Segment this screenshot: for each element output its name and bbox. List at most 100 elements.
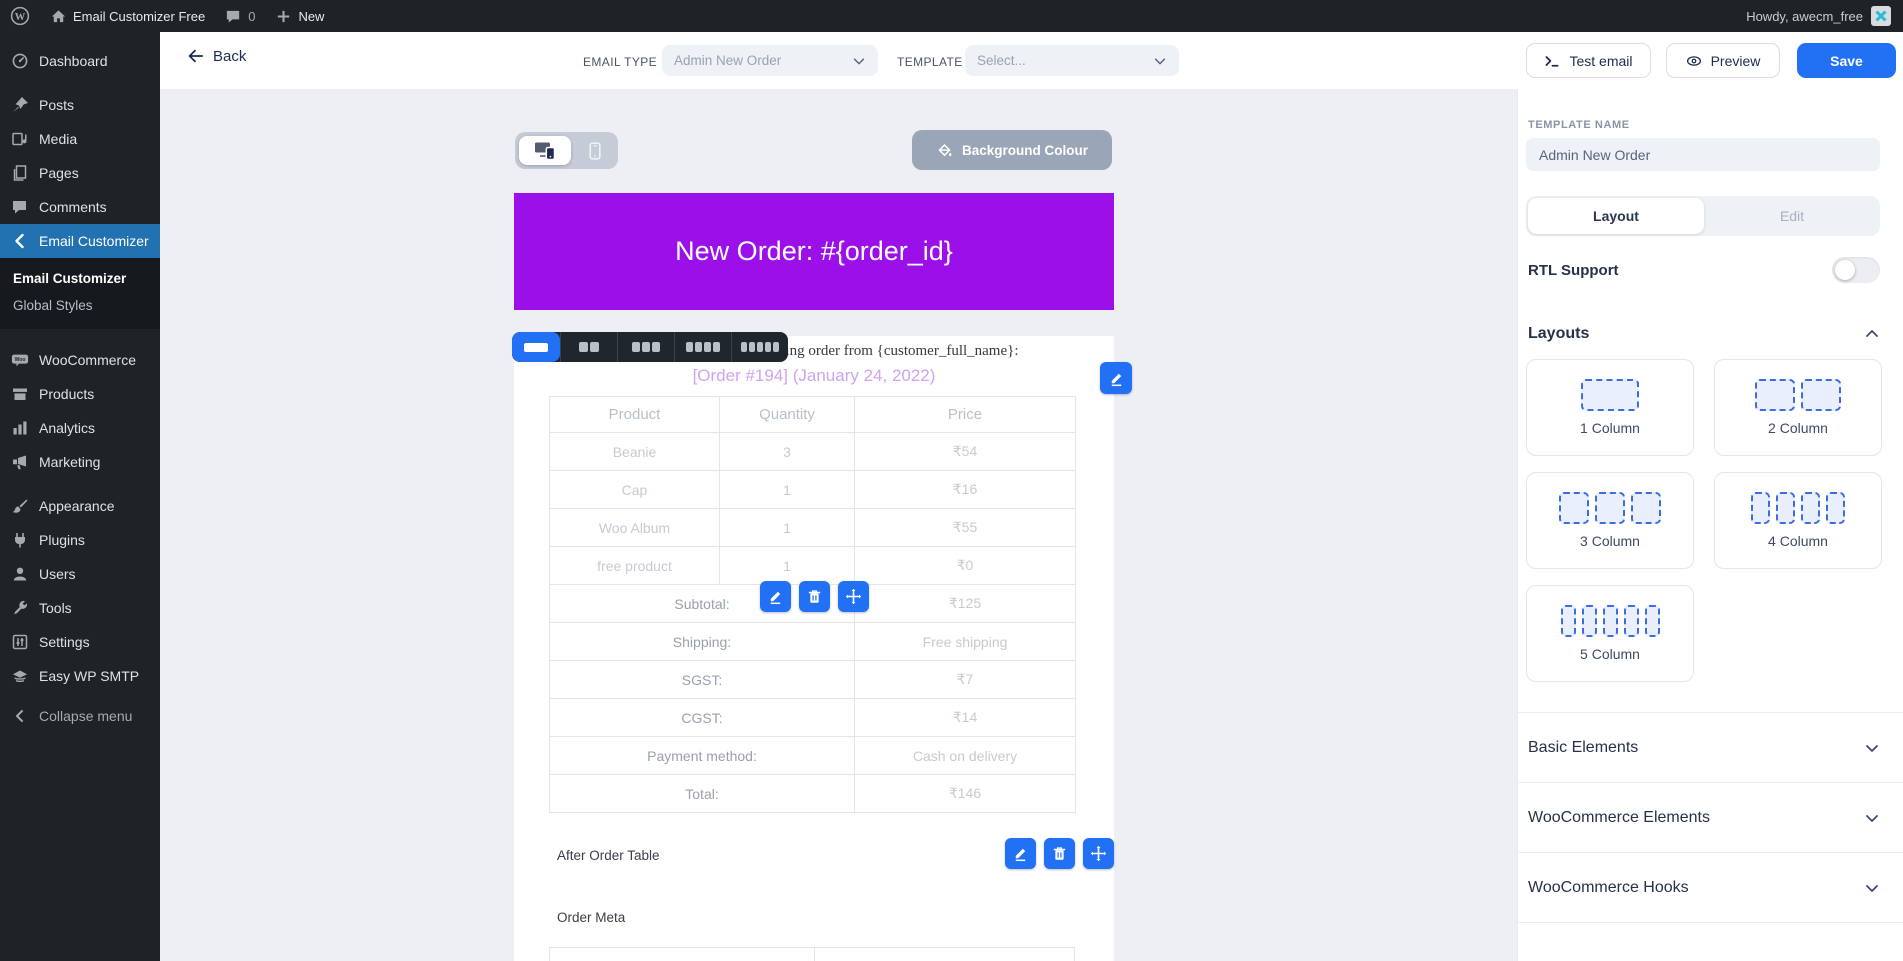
edit-button[interactable] (760, 581, 791, 612)
email-header-block[interactable]: New Order: #{order_id} (514, 193, 1114, 310)
column-dash (632, 342, 640, 352)
sidebar-item-comments[interactable]: Comments (0, 190, 160, 224)
site-name-link[interactable]: Email Customizer Free (40, 0, 215, 32)
sidebar-item-plugins[interactable]: Plugins (0, 523, 160, 557)
sidebar-item-analytics[interactable]: Analytics (0, 411, 160, 445)
sidebar-item-label: Email Customizer (39, 233, 149, 249)
desktop-view-button[interactable] (519, 136, 571, 165)
order-meta-block[interactable]: Order Meta (557, 910, 626, 925)
toggle-knob (1835, 260, 1855, 280)
save-button[interactable]: Save (1797, 43, 1896, 78)
section-woocommerce-hooks[interactable]: WooCommerce Hooks (1518, 852, 1903, 922)
layout-option-5-column[interactable]: 5 Column (1526, 585, 1694, 682)
sidebar-item-appearance[interactable]: Appearance (0, 489, 160, 523)
sidebar-item-settings[interactable]: Settings (0, 625, 160, 659)
layout-option-4-column[interactable]: 4 Column (1714, 472, 1882, 569)
layout-option-2-column[interactable]: 2 Column (1714, 359, 1882, 456)
sidebar-item-marketing[interactable]: Marketing (0, 445, 160, 479)
sidebar-item-easy-wp-smtp[interactable]: Easy WP SMTP (0, 659, 160, 693)
eye-icon (1686, 53, 1702, 69)
after-order-table-block[interactable]: After Order Table (557, 848, 660, 863)
delete-button[interactable] (1044, 838, 1075, 869)
chevron-down-icon (1864, 810, 1880, 826)
section-basic-elements[interactable]: Basic Elements (1518, 712, 1903, 782)
layout-option-1-column[interactable]: 1 Column (1526, 359, 1694, 456)
sidebar-item-products[interactable]: Products (0, 377, 160, 411)
layout-option-label: 5 Column (1580, 646, 1640, 662)
test-email-label: Test email (1569, 52, 1633, 69)
layout-column-box (1801, 492, 1820, 524)
sidebar-item-collapse-menu[interactable]: Collapse menu (0, 699, 160, 733)
sidebar-item-users[interactable]: Users (0, 557, 160, 591)
move-button[interactable] (1083, 838, 1114, 869)
column-option-4[interactable] (674, 332, 731, 362)
media-icon (11, 130, 29, 148)
layout-options-grid: 1 Column 2 Column 3 Column 4 Column 5 Column (1526, 359, 1886, 682)
table-row: free product 1 ₹0 (549, 546, 1076, 585)
email-type-select[interactable]: Admin New Order (662, 45, 878, 76)
product-cell: Woo Album (549, 508, 720, 547)
background-colour-button[interactable]: Background Colour (912, 130, 1112, 170)
rtl-support-toggle[interactable] (1832, 257, 1880, 283)
layouts-section-header[interactable]: Layouts (1528, 325, 1880, 343)
new-label: New (298, 8, 325, 24)
submenu-item[interactable]: Global Styles (13, 298, 93, 313)
after-table-actions (1005, 838, 1114, 869)
order-meta-table (549, 947, 1075, 961)
panel-tabs: Layout Edit (1526, 196, 1880, 236)
quantity-cell: 1 (719, 546, 855, 585)
edit-block-button[interactable] (1100, 362, 1132, 394)
preview-button[interactable]: Preview (1666, 43, 1780, 78)
layout-preview (1755, 379, 1841, 411)
column-option-2[interactable] (560, 332, 617, 362)
tab-edit[interactable]: Edit (1779, 208, 1805, 224)
template-name-input[interactable] (1526, 138, 1880, 171)
edit-button[interactable] (1005, 838, 1036, 869)
layout-column-box (1623, 605, 1639, 637)
wordpress-logo-button[interactable]: W (0, 0, 40, 32)
admin-bar-account[interactable]: Howdy, awecm_free (1746, 6, 1903, 26)
move-icon (1090, 845, 1107, 862)
comment-bubble-icon (225, 8, 242, 25)
sidebar-item-tools[interactable]: Tools (0, 591, 160, 625)
layout-option-3-column[interactable]: 3 Column (1526, 472, 1694, 569)
device-preview-toggle (515, 132, 618, 169)
new-content-button[interactable]: New (265, 0, 334, 32)
sidebar-item-posts[interactable]: Posts (0, 88, 160, 122)
sidebar-item-email-customizer[interactable]: Email Customizer (0, 224, 160, 258)
sidebar-item-label: Media (39, 131, 78, 147)
sidebar-item-media[interactable]: Media (0, 122, 160, 156)
submenu-item[interactable]: Email Customizer (13, 271, 127, 286)
column-option-1[interactable] (512, 332, 560, 362)
sidebar-item-woocommerce[interactable]: Woo WooCommerce (0, 343, 160, 377)
layout-column-box (1631, 492, 1661, 524)
layout-preview (1559, 492, 1661, 524)
comments-link[interactable]: 0 (215, 0, 265, 32)
delete-button[interactable] (799, 581, 830, 612)
mobile-view-button[interactable] (571, 132, 618, 169)
sidebar-item-label: Posts (39, 97, 75, 113)
pencil-icon (767, 588, 784, 605)
section-woocommerce-elements[interactable]: WooCommerce Elements (1518, 782, 1903, 852)
column-dash (524, 342, 548, 352)
template-select[interactable]: Select... (965, 45, 1179, 76)
order-table-head: Product Quantity Price (549, 396, 1076, 433)
layout-option-label: 3 Column (1580, 533, 1640, 549)
price-cell: ₹0 (854, 546, 1076, 585)
order-table-body: Beanie 3 ₹54 Cap 1 ₹16 Woo Album 1 ₹55 free produ… (549, 432, 1076, 813)
trash-icon (806, 588, 823, 605)
column-layout-bar (512, 332, 788, 362)
column-option-5[interactable] (731, 332, 788, 362)
tab-layout[interactable]: Layout (1528, 198, 1704, 234)
total-label-cell: Payment method: (549, 736, 855, 775)
column-dash (686, 342, 693, 352)
column-option-3[interactable] (617, 332, 674, 362)
column-dash (741, 342, 747, 352)
sidebar-item-pages[interactable]: Pages (0, 156, 160, 190)
sidebar-item-dashboard[interactable]: Dashboard (0, 44, 160, 78)
test-email-button[interactable]: Test email (1526, 43, 1651, 78)
back-button[interactable]: Back (186, 47, 246, 65)
column-dash (652, 342, 660, 352)
sidebar-item-label: Users (39, 566, 76, 582)
move-button[interactable] (838, 581, 869, 612)
